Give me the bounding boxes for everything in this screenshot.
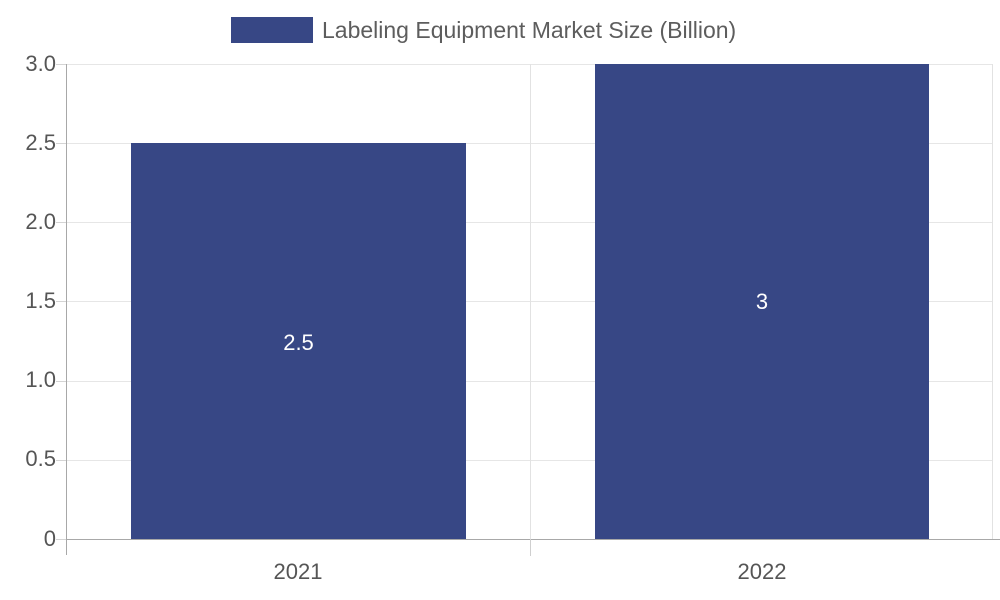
x-axis-category-tick [530, 539, 531, 556]
y-tick-label-3-0: 3.0 [25, 51, 56, 76]
x-tick-label-2021: 2021 [273, 559, 323, 584]
gridline-2-5 [66, 143, 993, 144]
y-axis-line [66, 64, 67, 555]
y-tick-mark-0 [56, 539, 66, 540]
y-tick-mark-1-5 [56, 301, 66, 302]
gridline-1-0 [66, 381, 993, 382]
gridline-right-edge [992, 64, 993, 539]
chart-legend[interactable]: Labeling Equipment Market Size (Billion) [231, 13, 736, 47]
x-tick-label-2022: 2022 [737, 559, 787, 584]
y-tick-label-2-0: 2.0 [25, 209, 56, 234]
gridline-category-divider [530, 64, 531, 539]
bar-2022[interactable] [595, 64, 929, 539]
bar-2021[interactable] [131, 143, 466, 539]
bar-value-2021: 2.5 [283, 330, 314, 355]
gridline-0-5 [66, 460, 993, 461]
gridline-2-0 [66, 222, 993, 223]
y-tick-mark-2-5 [56, 143, 66, 144]
legend-label-series-0: Labeling Equipment Market Size (Billion) [322, 17, 737, 43]
gridline-1-5 [66, 301, 993, 302]
y-tick-mark-0-5 [56, 460, 66, 461]
y-tick-mark-3-0 [56, 64, 66, 65]
bar-value-2022: 3 [755, 289, 769, 314]
y-tick-mark-2-0 [56, 222, 66, 223]
y-tick-label-1-5: 1.5 [25, 288, 56, 313]
y-tick-label-1-0: 1.0 [25, 367, 56, 392]
gridline-3-0 [66, 64, 993, 65]
y-tick-label-0: 0 [43, 526, 56, 551]
y-tick-label-2-5: 2.5 [25, 130, 56, 155]
y-tick-label-0-5: 0.5 [25, 446, 56, 471]
x-axis-line [66, 539, 1000, 540]
plot-area: 2.5 3 [56, 64, 993, 540]
legend-swatch-series-0 [231, 17, 313, 43]
y-tick-mark-1-0 [56, 381, 66, 382]
